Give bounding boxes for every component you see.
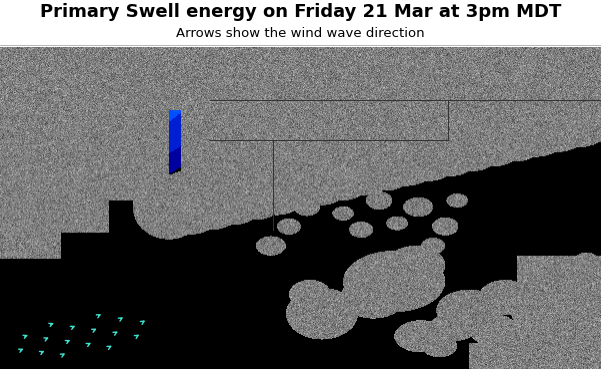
Text: Arrows show the wind wave direction: Arrows show the wind wave direction — [176, 27, 425, 40]
Text: Primary Swell energy on Friday 21 Mar at 3pm MDT: Primary Swell energy on Friday 21 Mar at… — [40, 3, 561, 21]
